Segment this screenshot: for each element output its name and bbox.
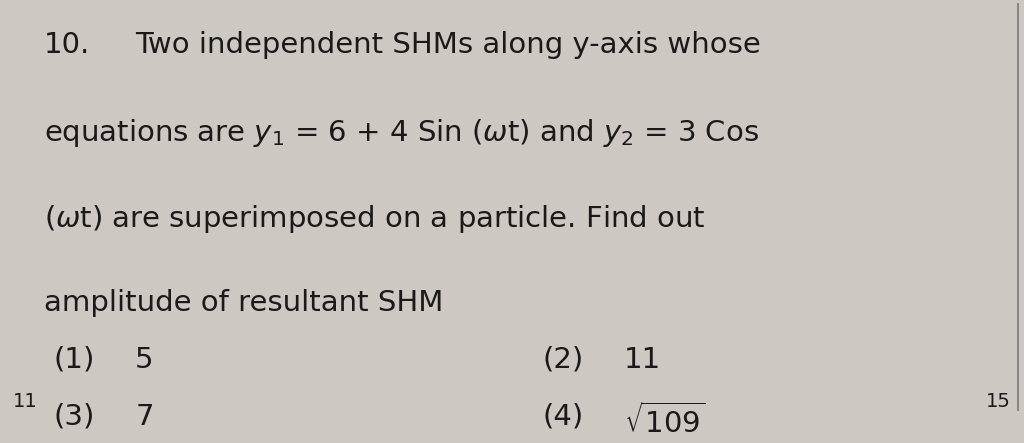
Text: 7: 7 [135,403,154,431]
Text: $\sqrt{109}$: $\sqrt{109}$ [624,403,706,439]
Text: amplitude of resultant SHM: amplitude of resultant SHM [43,289,443,317]
Text: (3): (3) [53,403,95,431]
Text: 5: 5 [135,346,154,374]
Text: Two independent SHMs along y-axis whose: Two independent SHMs along y-axis whose [135,31,761,59]
Text: 11: 11 [624,346,662,374]
Text: 15: 15 [986,392,1011,411]
Text: ($\omega$t) are superimposed on a particle. Find out: ($\omega$t) are superimposed on a partic… [43,203,705,235]
Text: (1): (1) [53,346,95,374]
Text: (4): (4) [543,403,584,431]
Text: equations are $y_1$ = 6 + 4 Sin ($\omega$t) and $y_2$ = 3 Cos: equations are $y_1$ = 6 + 4 Sin ($\omega… [43,117,759,149]
Text: 10.: 10. [43,31,90,59]
Text: (2): (2) [543,346,584,374]
Text: 11: 11 [13,392,38,411]
